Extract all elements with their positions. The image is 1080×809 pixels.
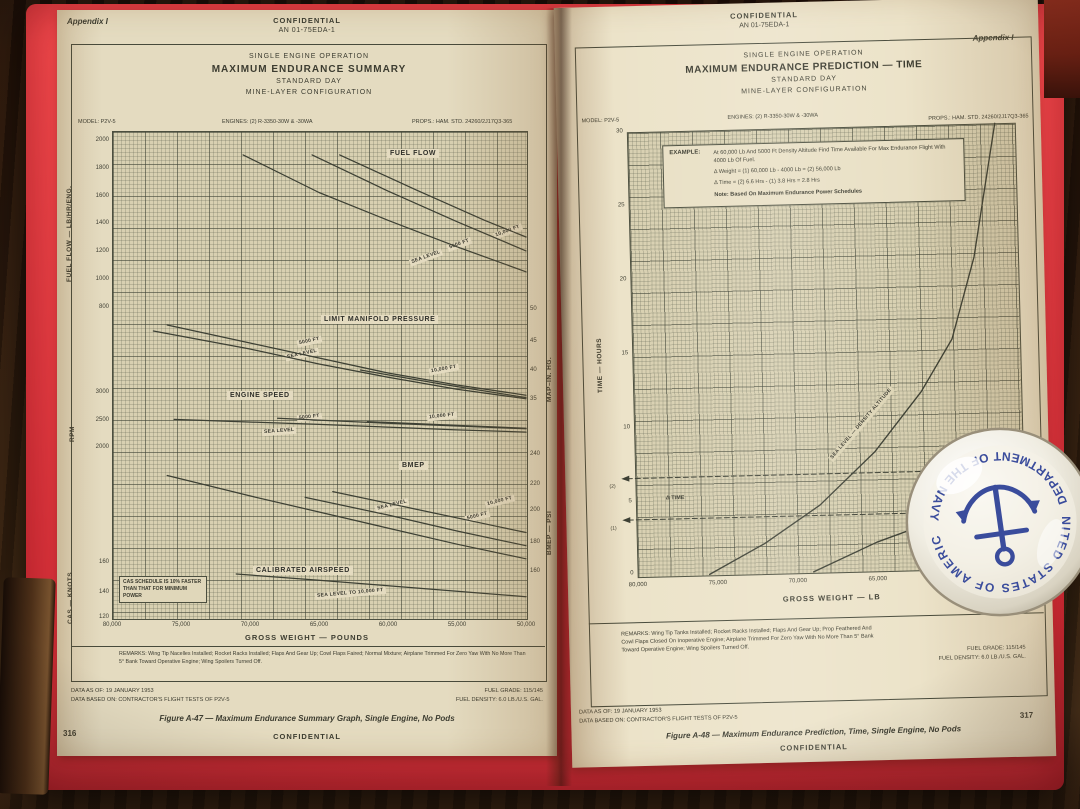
right-page-number: 317 xyxy=(1019,710,1034,720)
bmep-tick: 180 xyxy=(530,539,541,545)
fuel-flow-section-label: FUEL FLOW xyxy=(387,149,440,158)
example-time-line: Δ Time = (2) 6.6 Hrs - (1) 3.8 Hrs = 2.8… xyxy=(714,177,820,187)
fuel-flow-tick: 1800 xyxy=(95,165,109,171)
time-tick: 0 xyxy=(630,570,634,577)
fuel-flow-tick: 1000 xyxy=(95,276,109,282)
bmep-axis-label: BMEP — PSI xyxy=(546,510,553,555)
left-data-based-on: DATA BASED ON: CONTRACTOR'S FLIGHT TESTS… xyxy=(71,697,230,703)
left-title-line3: STANDARD DAY xyxy=(276,78,342,85)
x-tick: 55,000 xyxy=(447,622,467,628)
delta-time-label: Δ TIME xyxy=(665,494,685,502)
left-fuel-density: FUEL DENSITY: 6.0 LB./U.S. GAL. xyxy=(455,697,543,703)
bmep-tick: 160 xyxy=(530,568,541,574)
fuel-flow-tick: 1200 xyxy=(95,248,109,254)
bmep-tick: 240 xyxy=(530,451,541,457)
time-tick: 20 xyxy=(619,276,627,283)
map-tick: 50 xyxy=(530,306,537,312)
right-page: CONFIDENTIAL AN 01-75EDA-1 Appendix I SI… xyxy=(553,0,1057,768)
left-remarks: REMARKS: Wing Tip Nacelles Installed; Ro… xyxy=(119,651,526,665)
x-tick: 75,000 xyxy=(171,622,191,628)
limit-manifold-pressure-section-label: LIMIT MANIFOLD PRESSURE xyxy=(321,315,439,324)
x-tick: 75,000 xyxy=(708,579,728,587)
cas-schedule-note: CAS SCHEDULE IS 10% FASTER THAN THAT FOR… xyxy=(119,576,207,603)
x-tick: 70,000 xyxy=(788,578,808,585)
map-tick: 40 xyxy=(530,367,537,373)
cas-tick: 140 xyxy=(98,589,109,595)
bmep-section-label: BMEP xyxy=(399,461,428,470)
right-props: PROPS.: HAM. STD. 24260/2J17Q3-365 xyxy=(928,113,1029,122)
cas-tick: 120 xyxy=(98,614,109,620)
map-tick: 35 xyxy=(530,396,537,402)
time-tick: 15 xyxy=(621,350,629,357)
map-tick: 45 xyxy=(530,338,537,344)
worn-book-edge xyxy=(0,577,56,795)
rpm-tick: 2500 xyxy=(95,417,109,423)
fuel-flow-axis-label: FUEL FLOW — LB/HR/ENG. xyxy=(66,185,73,282)
left-graph-grid xyxy=(112,131,528,620)
left-engines: ENGINES: (2) R-3350-30W & -30WA xyxy=(222,119,313,125)
x-tick: 65,000 xyxy=(309,622,329,628)
left-title-line1: SINGLE ENGINE OPERATION xyxy=(248,53,370,60)
paperweight: UNITED STATES OF AMERICA ★ DEPARTMENT OF… xyxy=(903,425,1080,639)
example-point-2-label: (2) xyxy=(609,483,616,490)
example-box: EXAMPLE: At 60,000 Lb And 5000 Ft Densit… xyxy=(662,138,966,209)
rpm-tick: 3000 xyxy=(95,389,109,395)
calibrated-airspeed-section-label: CALIBRATED AIRSPEED xyxy=(253,566,353,575)
left-fuel-grade: FUEL GRADE: 115/145 xyxy=(484,688,543,694)
right-model: MODEL: P2V-5 xyxy=(581,117,620,125)
example-note-line: Note: Based On Maximum Endurance Power S… xyxy=(714,188,863,199)
right-data-as-of: DATA AS OF: 19 JANUARY 1953 xyxy=(578,707,662,716)
bmep-tick: 200 xyxy=(530,507,541,513)
example-intro: At 60,000 Lb And 5000 Ft Density Altitud… xyxy=(713,144,946,165)
time-tick: 5 xyxy=(628,498,632,505)
rpm-tick: 2000 xyxy=(95,444,109,450)
left-page: Appendix I CONFIDENTIAL AN 01-75EDA-1 SI… xyxy=(57,10,557,756)
left-model: MODEL: P2V-5 xyxy=(78,119,116,125)
time-tick: 25 xyxy=(617,202,625,209)
example-label: EXAMPLE: xyxy=(669,149,701,157)
cas-axis-label: CAS — KNOTS xyxy=(67,571,74,624)
left-data-as-of: DATA AS OF: 19 JANUARY 1953 xyxy=(71,688,154,694)
x-tick: 50,000 xyxy=(516,622,536,628)
map-axis-label: MAP–IN. HG. xyxy=(546,356,553,402)
left-props: PROPS.: HAM. STD. 24260/2J17Q3-365 xyxy=(412,119,513,125)
fuel-flow-tick: 1400 xyxy=(95,220,109,226)
cas-tick: 160 xyxy=(98,559,109,565)
engine-speed-section-label: ENGINE SPEED xyxy=(227,391,293,400)
rpm-axis-label: RPM xyxy=(69,426,76,442)
divider xyxy=(71,646,545,647)
fuel-flow-tick: 800 xyxy=(98,304,109,310)
left-title-line4: MINE-LAYER CONFIGURATION xyxy=(245,89,373,96)
right-data-based-on: DATA BASED ON: CONTRACTOR'S FLIGHT TESTS… xyxy=(579,714,738,725)
left-classification-top: CONFIDENTIAL xyxy=(273,16,341,25)
fuel-flow-tick: 2000 xyxy=(95,137,109,143)
fuel-flow-tick: 1600 xyxy=(95,193,109,199)
bmep-tick: 220 xyxy=(530,481,541,487)
example-point-1-label: (1) xyxy=(610,525,617,532)
x-tick: 70,000 xyxy=(240,622,260,628)
time-tick: 10 xyxy=(623,424,631,431)
navy-seal-paperweight: UNITED STATES OF AMERICA ★ DEPARTMENT OF… xyxy=(905,427,1080,639)
left-x-axis-label: GROSS WEIGHT — POUNDS xyxy=(245,633,369,642)
time-tick: 30 xyxy=(616,128,623,135)
x-tick: 60,000 xyxy=(378,622,398,628)
right-engines: ENGINES: (2) R-3350-30W & -30WA xyxy=(727,112,819,121)
left-classification-bottom: CONFIDENTIAL xyxy=(273,732,341,741)
time-axis-label: TIME — HOURS xyxy=(595,337,605,394)
left-title-line2: MAXIMUM ENDURANCE SUMMARY xyxy=(211,64,407,75)
table-corner-object xyxy=(1044,0,1080,98)
x-tick: 80,000 xyxy=(102,622,122,628)
x-tick: 80,000 xyxy=(628,581,648,589)
left-doc-number: AN 01-75EDA-1 xyxy=(278,27,336,34)
example-body: At 60,000 Lb And 5000 Ft Density Altitud… xyxy=(713,143,958,202)
left-figure-caption: Figure A-47 — Maximum Endurance Summary … xyxy=(159,714,455,723)
